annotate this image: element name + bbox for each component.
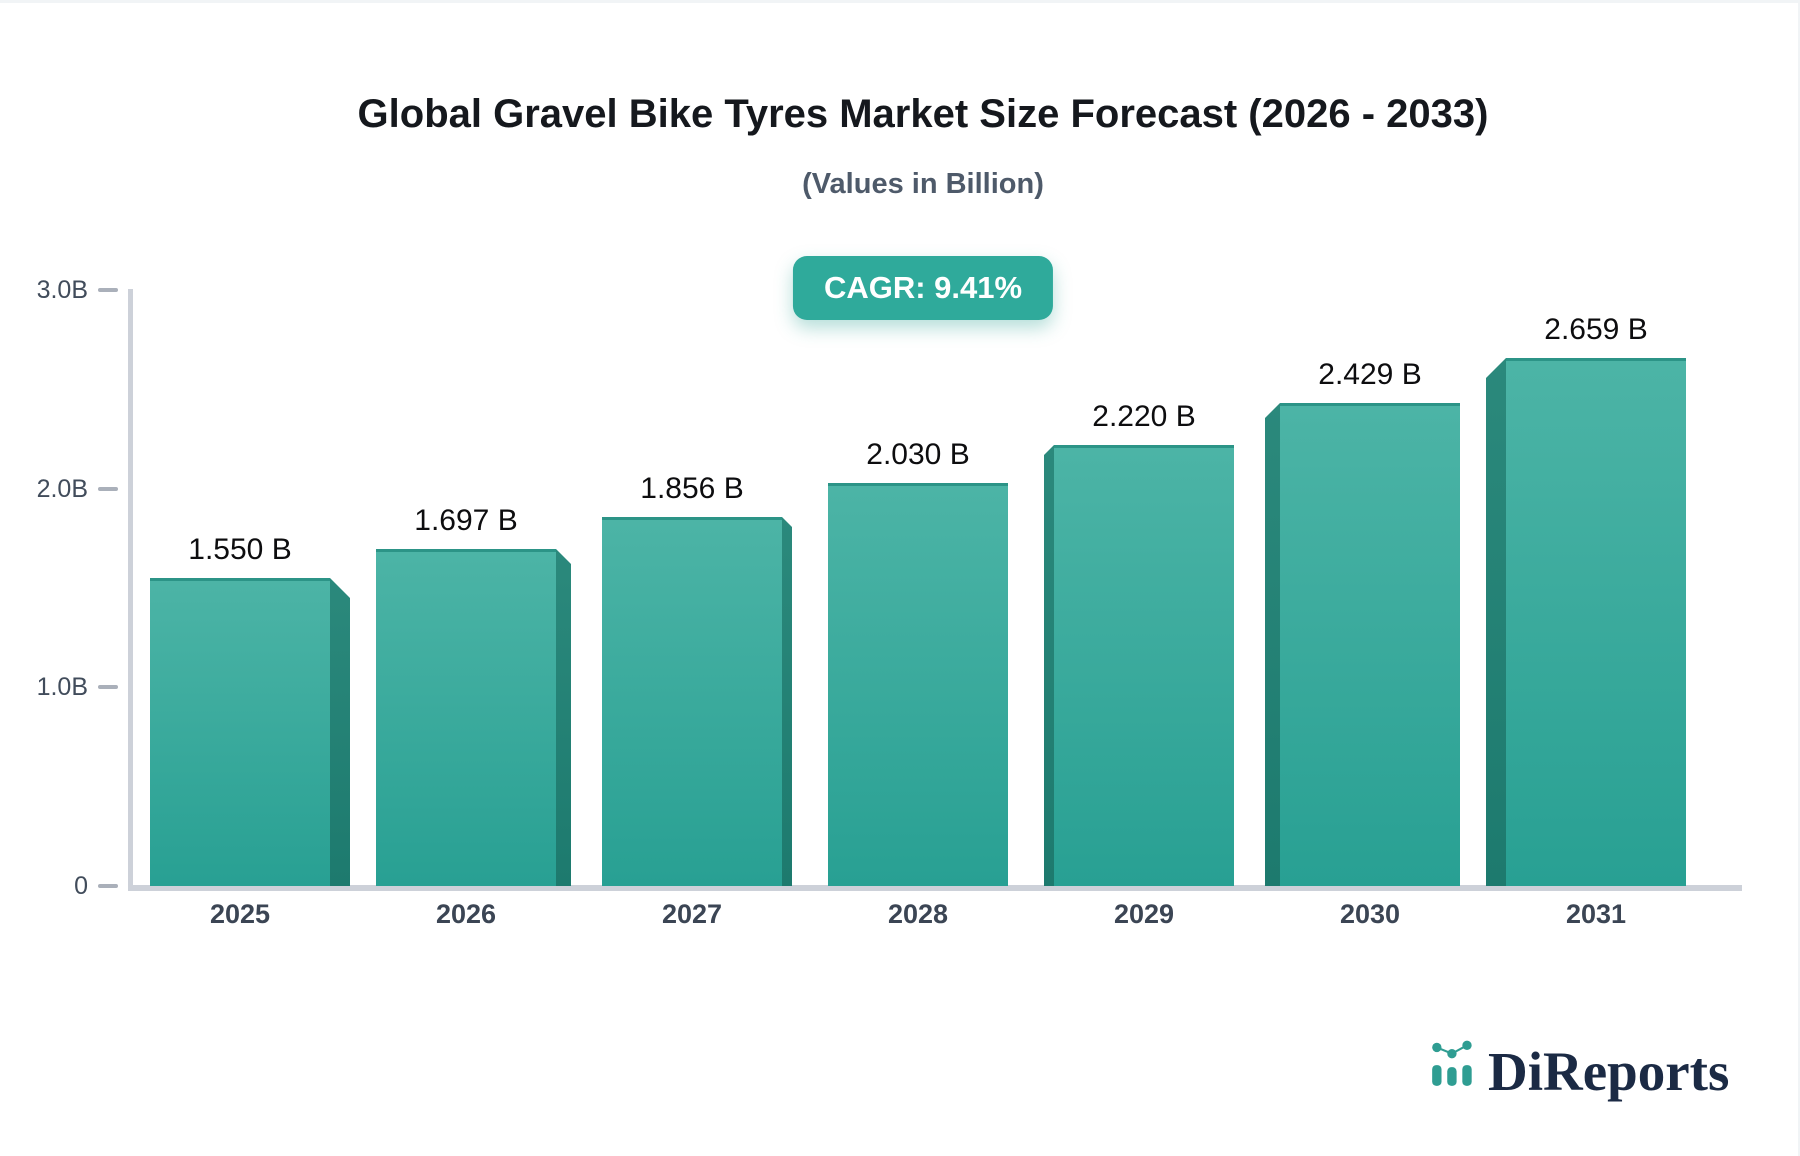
- x-axis-label: 2028: [887, 899, 949, 929]
- bar-value-label: 2.220 B: [1092, 400, 1196, 433]
- bar-2031: [1506, 358, 1686, 886]
- brand-logo-text: DiReports: [1488, 1041, 1730, 1102]
- x-axis-label: 2029: [1113, 899, 1175, 929]
- bar-2030: [1280, 403, 1460, 886]
- page-frame-top: [0, 0, 1800, 3]
- bar-2029: [1054, 445, 1234, 886]
- y-tick-label: 2.0B: [36, 475, 88, 503]
- bar-3d-side-2025: [330, 578, 350, 886]
- bar-value-label: 1.697 B: [414, 504, 518, 537]
- bar-2026: [376, 549, 556, 886]
- mini-bar-chart-icon: [1432, 1040, 1472, 1086]
- y-tick-dash: [98, 884, 118, 888]
- chart-title: Global Gravel Bike Tyres Market Size For…: [357, 92, 1489, 136]
- y-axis-line: [128, 289, 133, 891]
- x-axis-label: 2031: [1565, 899, 1627, 929]
- bar-value-label: 2.659 B: [1544, 313, 1648, 346]
- x-axis-label: 2026: [435, 899, 497, 929]
- y-tick-dash: [98, 288, 118, 292]
- y-tick-label: 3.0B: [36, 276, 88, 304]
- y-tick-label: 1.0B: [36, 673, 88, 701]
- bar-2027: [602, 517, 782, 886]
- chart-subtitle: (Values in Billion): [802, 168, 1044, 200]
- y-tick-label: 0: [74, 872, 88, 900]
- bar-value-label: 1.550 B: [188, 533, 292, 566]
- bar-3d-side-2030: [1265, 403, 1280, 886]
- page-frame-right: [1798, 0, 1800, 1156]
- bar-3d-side-2026: [556, 549, 571, 886]
- bar-2028: [828, 483, 1008, 886]
- y-tick-dash: [98, 487, 118, 491]
- cagr-badge: CAGR: 9.41%: [792, 256, 1054, 320]
- bar-value-label: 2.429 B: [1318, 358, 1422, 391]
- bar-3d-side-2027: [782, 517, 792, 886]
- x-axis-label: 2030: [1339, 899, 1401, 929]
- x-axis-baseline: [128, 885, 1742, 891]
- bar-2025: [150, 578, 330, 886]
- x-axis-label: 2025: [209, 899, 271, 929]
- bar-value-label: 2.030 B: [866, 438, 970, 471]
- y-tick-dash: [98, 685, 118, 689]
- x-axis-label: 2027: [661, 899, 723, 929]
- bar-3d-side-2029: [1044, 445, 1054, 886]
- bar-value-label: 1.856 B: [640, 472, 744, 505]
- bar-3d-side-2031: [1486, 358, 1506, 886]
